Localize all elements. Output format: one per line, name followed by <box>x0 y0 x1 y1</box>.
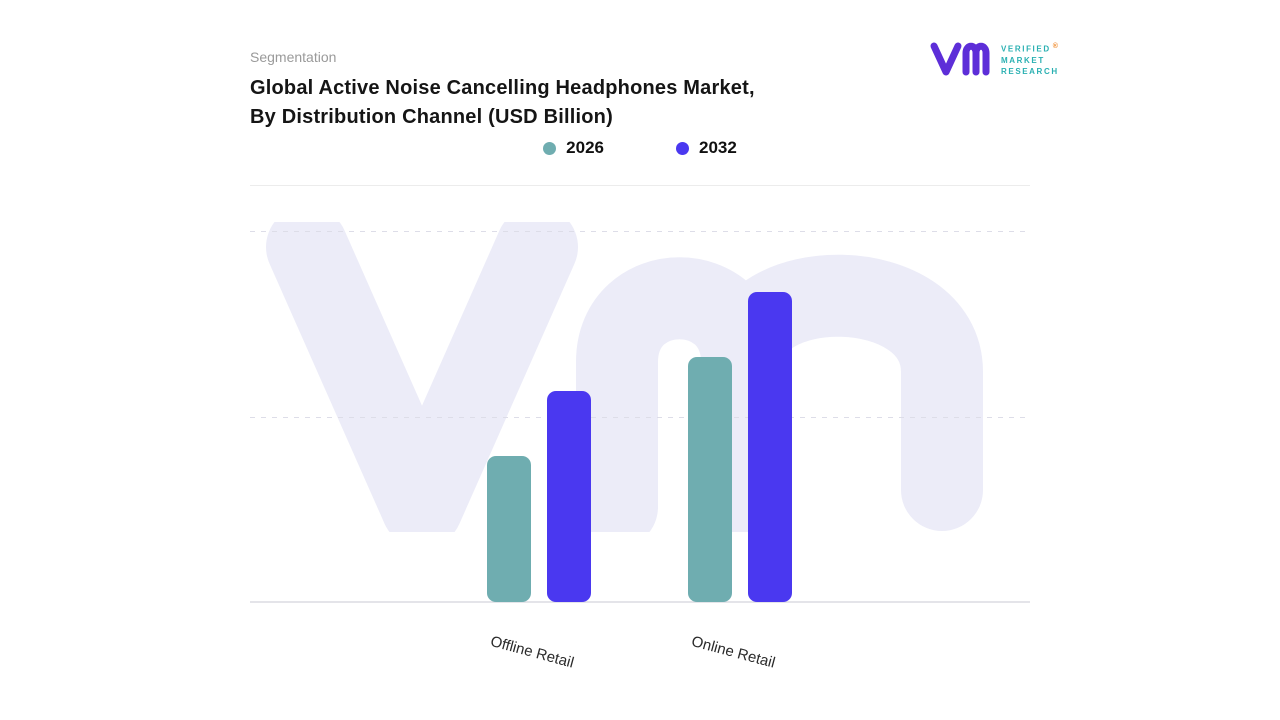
bar-2032-offline-retail <box>547 391 591 602</box>
legend-item-2026: 2026 <box>543 138 604 158</box>
bar-group-offline-retail <box>487 231 591 603</box>
legend-item-2032: 2032 <box>676 138 737 158</box>
bar-2026-offline-retail <box>487 456 531 602</box>
bar-2026-online-retail <box>688 357 732 602</box>
x-axis-baseline <box>250 601 1030 603</box>
brand-line-research: RESEARCH <box>1001 66 1059 76</box>
legend-swatch-2032 <box>676 141 689 155</box>
header-divider <box>250 185 1030 186</box>
legend-swatch-2026 <box>543 141 557 155</box>
bar-group-online-retail <box>688 231 792 603</box>
gridline-top <box>250 231 1030 232</box>
plot-area <box>250 231 1030 603</box>
chart-title: Global Active Noise Cancelling Headphone… <box>250 74 755 132</box>
category-label-online-retail: Online Retail <box>689 633 777 672</box>
bar-2032-online-retail <box>748 292 792 602</box>
eyebrow-segmentation: Segmentation <box>250 49 337 65</box>
brand-text: VERIFIED ® MARKET RESEARCH <box>1001 41 1059 77</box>
legend: 2026 2032 <box>250 138 1030 158</box>
chart-title-line1: Global Active Noise Cancelling Headphone… <box>250 77 755 99</box>
gridline-middle <box>250 417 1030 418</box>
vmr-logo-icon <box>930 42 990 76</box>
brand-line-market: MARKET <box>1001 55 1045 65</box>
chart-title-line2: By Distribution Channel (USD Billion) <box>250 106 613 128</box>
category-label-offline-retail: Offline Retail <box>488 633 576 672</box>
brand-logo: VERIFIED ® MARKET RESEARCH <box>928 40 1059 78</box>
legend-label-2026: 2026 <box>566 138 604 157</box>
legend-label-2032: 2032 <box>699 138 737 157</box>
registered-mark-icon: ® <box>1052 43 1060 51</box>
brand-line-verified: VERIFIED ® <box>1001 43 1060 54</box>
